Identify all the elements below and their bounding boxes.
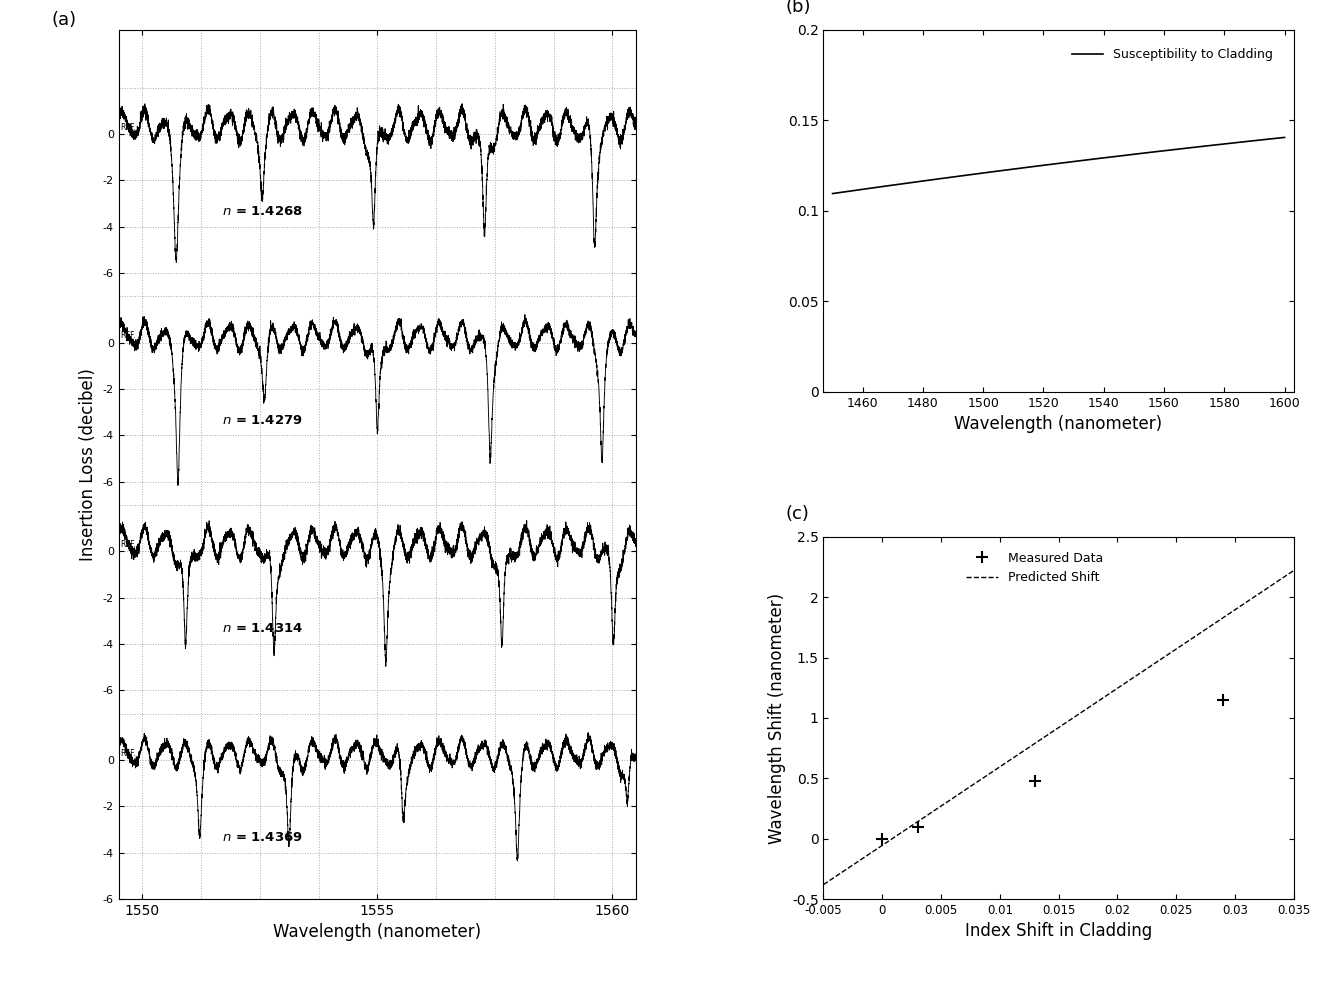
Y-axis label: Insertion Loss (decibel): Insertion Loss (decibel)	[79, 368, 98, 561]
Text: $n$ = 1.4279: $n$ = 1.4279	[222, 414, 304, 427]
Text: REF.: REF.	[120, 749, 136, 758]
Text: $n$ = 1.4268: $n$ = 1.4268	[222, 206, 304, 218]
Text: $n$ = 1.4314: $n$ = 1.4314	[222, 622, 304, 635]
X-axis label: Index Shift in Cladding: Index Shift in Cladding	[965, 923, 1152, 941]
Text: REF.: REF.	[120, 331, 136, 341]
X-axis label: Wavelength (nanometer): Wavelength (nanometer)	[273, 924, 482, 942]
Legend: Susceptibility to Cladding: Susceptibility to Cladding	[1067, 43, 1278, 66]
Text: (c): (c)	[785, 505, 809, 523]
Y-axis label: Wavelength Shift (nanometer): Wavelength Shift (nanometer)	[768, 593, 787, 844]
Text: (b): (b)	[785, 0, 812, 16]
Text: REF.: REF.	[120, 123, 136, 131]
X-axis label: Wavelength (nanometer): Wavelength (nanometer)	[954, 415, 1163, 434]
Legend: Measured Data, Predicted Shift: Measured Data, Predicted Shift	[961, 546, 1107, 589]
Text: REF.: REF.	[120, 540, 136, 549]
Text: $n$ = 1.4369: $n$ = 1.4369	[222, 831, 304, 844]
Text: (a): (a)	[51, 11, 77, 30]
